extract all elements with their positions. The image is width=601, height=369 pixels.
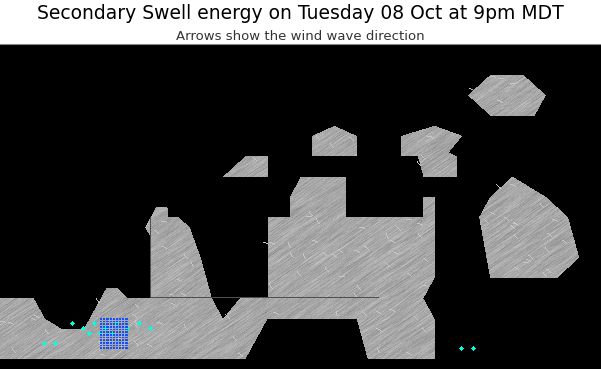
Text: Secondary Swell energy on Tuesday 08 Oct at 9pm MDT: Secondary Swell energy on Tuesday 08 Oct… [37,4,564,23]
Text: Arrows show the wind wave direction: Arrows show the wind wave direction [176,30,425,42]
